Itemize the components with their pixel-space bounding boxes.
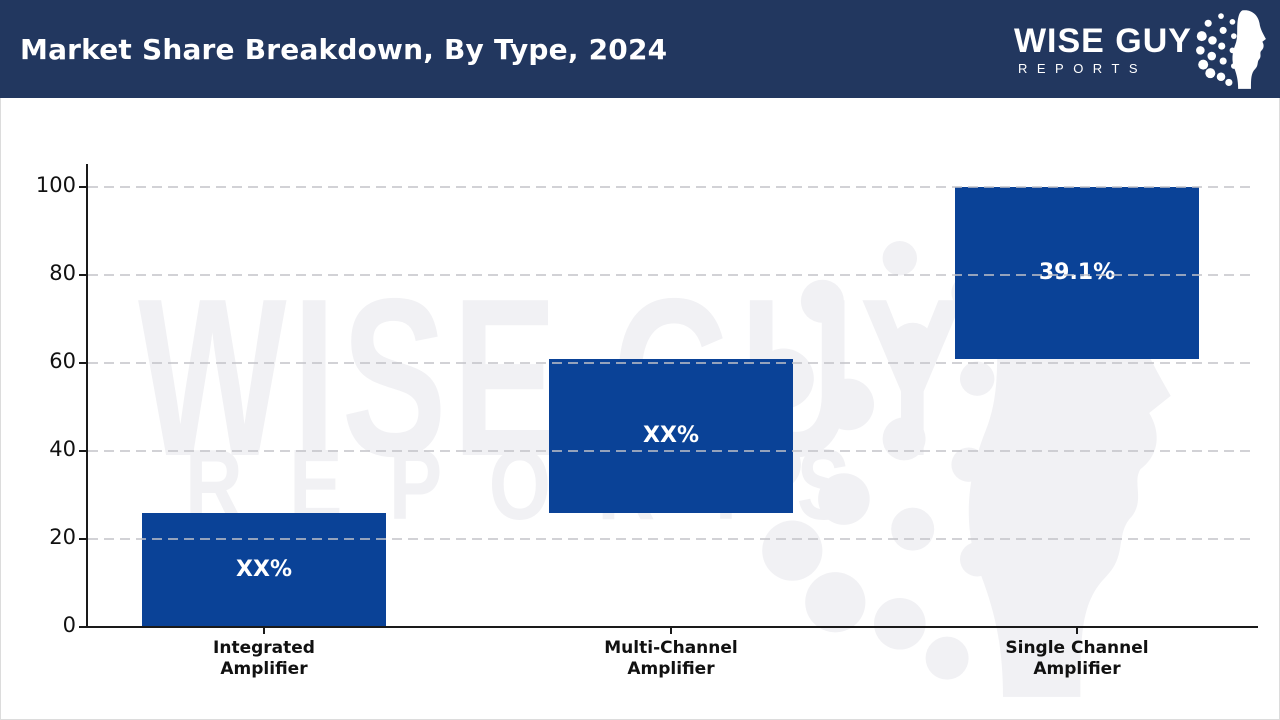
gridline-40 (88, 450, 1256, 452)
gridline-100 (88, 186, 1256, 188)
x-tickmark (670, 627, 672, 634)
y-tick-label: 40 (49, 437, 76, 461)
x-category-label-multi-channel-amplifier: Multi-Channel Amplifier (521, 638, 821, 679)
category-line: Amplifier (627, 658, 715, 679)
x-category-label-single-channel-amplifier: Single Channel Amplifier (927, 638, 1227, 679)
logo-line-wise-guy: WISE GUY (1013, 21, 1192, 60)
logo-wordmark: WISE GUY REPORTS (1013, 21, 1192, 77)
y-tick-label: 80 (49, 261, 76, 285)
category-line: Amplifier (220, 658, 308, 679)
gridline-20 (88, 538, 1256, 540)
y-tick-label: 60 (49, 349, 76, 373)
bar-single-channel-amplifier: 39.1% (955, 187, 1199, 359)
y-tick-label: 100 (35, 173, 76, 197)
x-axis-line (86, 626, 1258, 628)
y-tickmark (79, 274, 87, 276)
category-line: Multi-Channel (604, 638, 738, 658)
wise-guy-reports-logo: WISE GUY REPORTS (1014, 8, 1268, 92)
category-line: Single Channel (1005, 638, 1149, 658)
y-tickmark (79, 450, 87, 452)
chart-title: Market Share Breakdown, By Type, 2024 (20, 32, 668, 66)
x-category-label-integrated-amplifier: Integrated Amplifier (114, 638, 414, 679)
y-tickmark (79, 362, 87, 364)
y-tick-label: 0 (62, 613, 76, 637)
category-line: Amplifier (1033, 658, 1121, 679)
y-axis-line (86, 164, 88, 628)
header-bar: Market Share Breakdown, By Type, 2024 WI… (0, 0, 1280, 98)
y-tick-label: 20 (49, 525, 76, 549)
gridline-60 (88, 362, 1256, 364)
gridline-80 (88, 274, 1256, 276)
bar-value-label: XX% (236, 557, 292, 583)
y-tickmark (79, 626, 87, 628)
bar-value-label: XX% (643, 423, 699, 449)
category-line: Integrated (213, 638, 315, 658)
x-tickmark (263, 627, 265, 634)
bar-integrated-amplifier: XX% (142, 512, 386, 627)
bar-multi-channel-amplifier: XX% (549, 358, 793, 513)
face-dots-icon (1196, 10, 1266, 89)
logo-line-reports: REPORTS (1017, 61, 1148, 77)
y-tickmark (79, 186, 87, 188)
y-tickmark (79, 538, 87, 540)
bar-value-label: 39.1% (1038, 260, 1116, 286)
x-tickmark (1076, 627, 1078, 634)
